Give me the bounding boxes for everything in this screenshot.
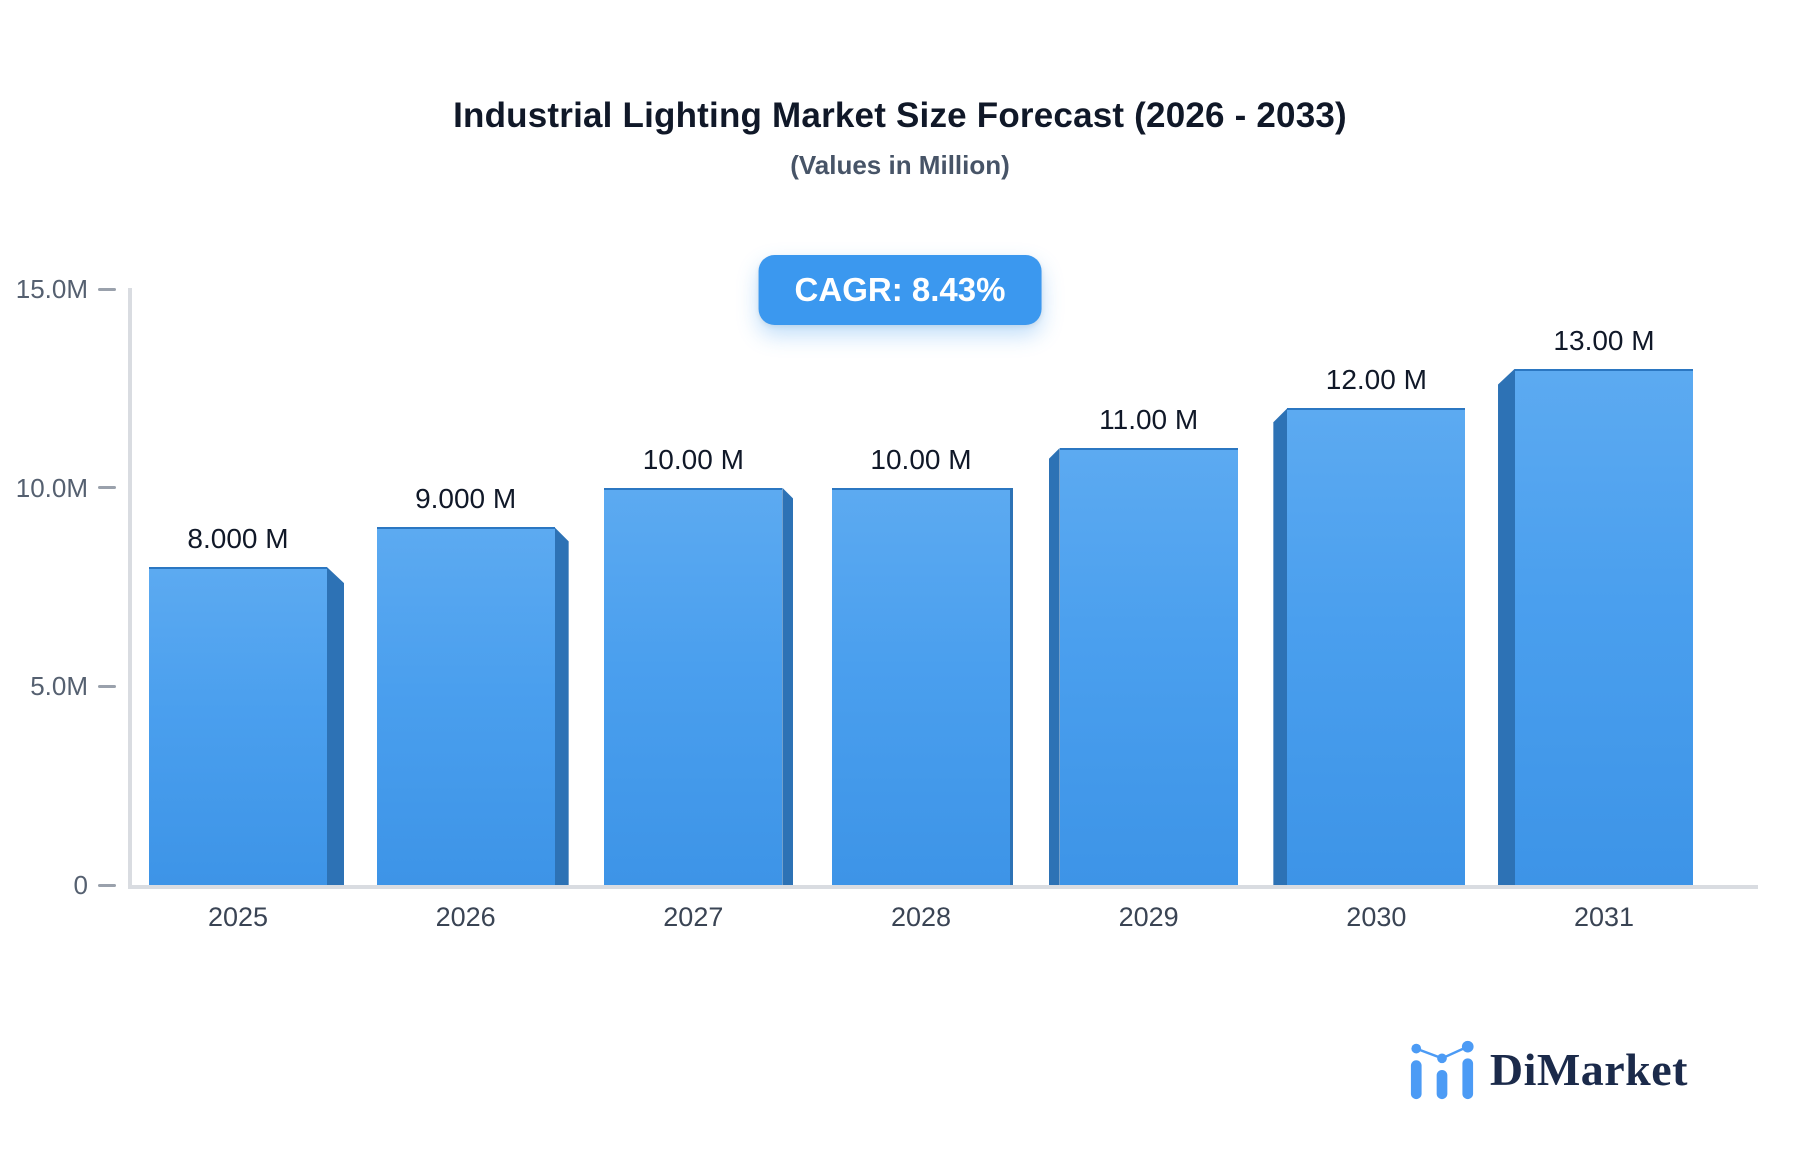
- x-tick-label: 2025: [207, 902, 269, 932]
- bar-value-label: 13.00 M: [1553, 324, 1655, 356]
- logo-bar-chart-icon: [1410, 1040, 1474, 1100]
- bar: [604, 487, 783, 885]
- bar: [376, 527, 555, 885]
- x-axis-line: [128, 885, 1758, 889]
- chart-title: Industrial Lighting Market Size Forecast…: [453, 96, 1347, 135]
- bar: [1515, 368, 1694, 885]
- y-tick-dash: [98, 287, 116, 291]
- bar-3d-side: [327, 567, 344, 885]
- y-tick-label: 15.0M: [15, 274, 88, 305]
- bar-3d-side: [1273, 408, 1288, 885]
- bar-3d-side: [1498, 368, 1516, 885]
- brand-logo: DiMarket: [1408, 1038, 1688, 1100]
- bar: [832, 487, 1010, 885]
- x-tick-label: 2028: [890, 902, 952, 932]
- bar-value-label: 9.000 M: [415, 483, 517, 515]
- bar: [1059, 447, 1238, 885]
- bar-3d-side: [782, 487, 794, 885]
- y-tick-label: 0: [73, 870, 88, 900]
- y-tick-label: 5.0M: [30, 671, 88, 702]
- y-axis-line: [128, 288, 132, 889]
- bar-value-label: 8.000 M: [187, 523, 289, 555]
- bar-value-label: 10.00 M: [870, 443, 972, 475]
- x-tick-label: 2029: [1118, 902, 1179, 932]
- bar: [149, 567, 327, 885]
- bar-3d-side: [1048, 447, 1060, 885]
- x-tick-label: 2031: [1573, 902, 1635, 932]
- x-tick-label: 2030: [1346, 902, 1407, 932]
- y-tick-dash: [98, 684, 116, 688]
- x-tick-label: 2027: [663, 902, 724, 932]
- chart-subtitle: (Values in Million): [790, 150, 1010, 180]
- cagr-badge: CAGR: 8.43%: [758, 255, 1042, 325]
- y-tick-dash: [98, 883, 116, 887]
- bar-3d-side: [554, 527, 569, 885]
- bar-3d-side: [1010, 487, 1013, 885]
- brand-logo-text: DiMarket: [1489, 1043, 1688, 1095]
- bar: [1287, 408, 1466, 885]
- y-tick-label: 10.0M: [15, 472, 88, 503]
- bar-value-label: 12.00 M: [1325, 364, 1427, 396]
- bar-value-label: 10.00 M: [642, 443, 744, 475]
- bar-value-label: 11.00 M: [1099, 403, 1199, 435]
- x-tick-label: 2026: [435, 902, 496, 932]
- y-tick-dash: [98, 486, 116, 490]
